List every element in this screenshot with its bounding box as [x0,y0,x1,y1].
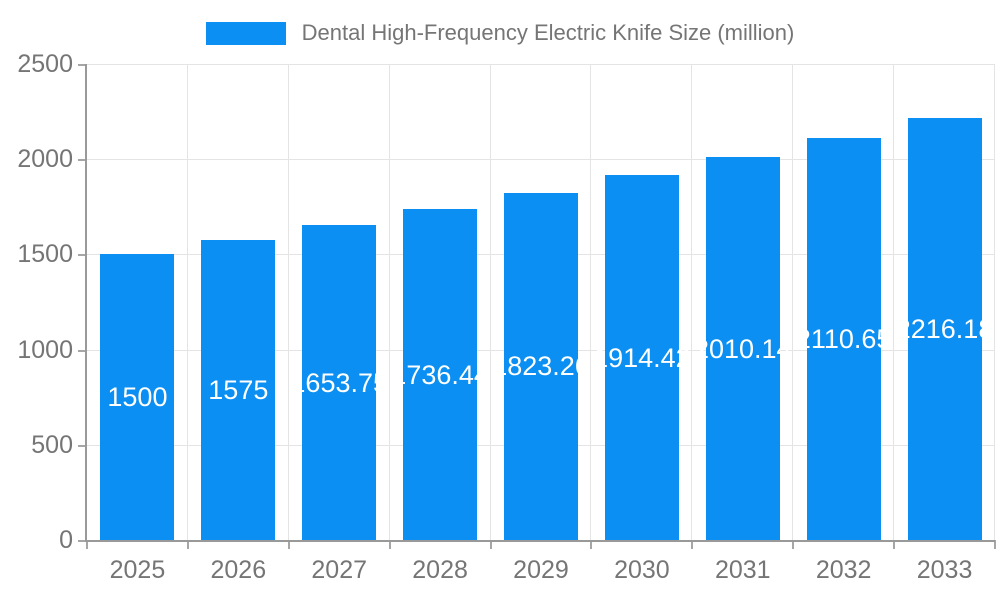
x-tick-label: 2026 [210,556,267,584]
x-axis-tick [186,540,189,549]
v-gridline [287,64,289,540]
y-tick-label: 1000 [17,335,73,364]
y-axis-tick [78,254,87,257]
x-axis-tick [792,540,795,549]
x-axis-tick [489,540,492,549]
x-axis-line [85,540,995,542]
h-gridline [87,159,995,161]
bar[interactable] [201,240,276,540]
x-tick-label: 2029 [513,556,569,584]
y-axis-tick [78,540,87,542]
y-tick-label: 1500 [17,240,73,269]
y-axis-tick [78,349,87,352]
x-axis-tick [86,540,88,549]
x-axis-tick [893,540,896,549]
bar[interactable] [504,192,578,540]
v-gridline [994,64,995,540]
y-tick-label: 2000 [17,145,73,174]
h-gridline [87,64,995,65]
x-tick-label: 2032 [815,556,872,584]
bar[interactable] [604,175,679,540]
bar[interactable] [806,138,881,540]
x-tick-label: 2033 [916,556,973,584]
x-tick-label: 2031 [714,556,771,584]
chart-legend: Dental High-Frequency Electric Knife Siz… [0,18,1000,48]
y-tick-label: 2500 [17,50,73,78]
x-axis-tick [691,540,694,549]
x-axis-tick [388,540,391,549]
v-gridline [691,64,693,540]
y-tick-label: 500 [31,430,73,459]
v-gridline [186,64,188,540]
bar[interactable] [100,254,175,540]
y-axis-tick [78,159,87,162]
y-axis-tick [78,64,87,66]
x-tick-label: 2027 [311,556,368,584]
v-gridline [489,64,491,540]
y-tick-label: 0 [59,526,73,554]
y-axis-line [85,64,87,540]
x-tick-label: 2028 [412,556,468,584]
v-gridline [388,64,390,540]
x-axis-tick [590,540,593,549]
v-gridline [893,64,895,540]
x-axis-tick [287,540,290,549]
y-axis-tick [78,444,87,447]
v-gridline [590,64,592,540]
v-gridline [792,64,794,540]
bar[interactable] [705,157,780,540]
bar[interactable] [403,209,478,540]
x-axis-tick [994,540,996,549]
x-tick-label: 2030 [614,556,670,584]
legend-swatch[interactable] [205,21,286,45]
legend-label[interactable]: Dental High-Frequency Electric Knife Siz… [301,20,795,45]
x-tick-label: 2025 [109,556,166,584]
bar[interactable] [302,225,377,540]
bar[interactable] [907,118,982,540]
